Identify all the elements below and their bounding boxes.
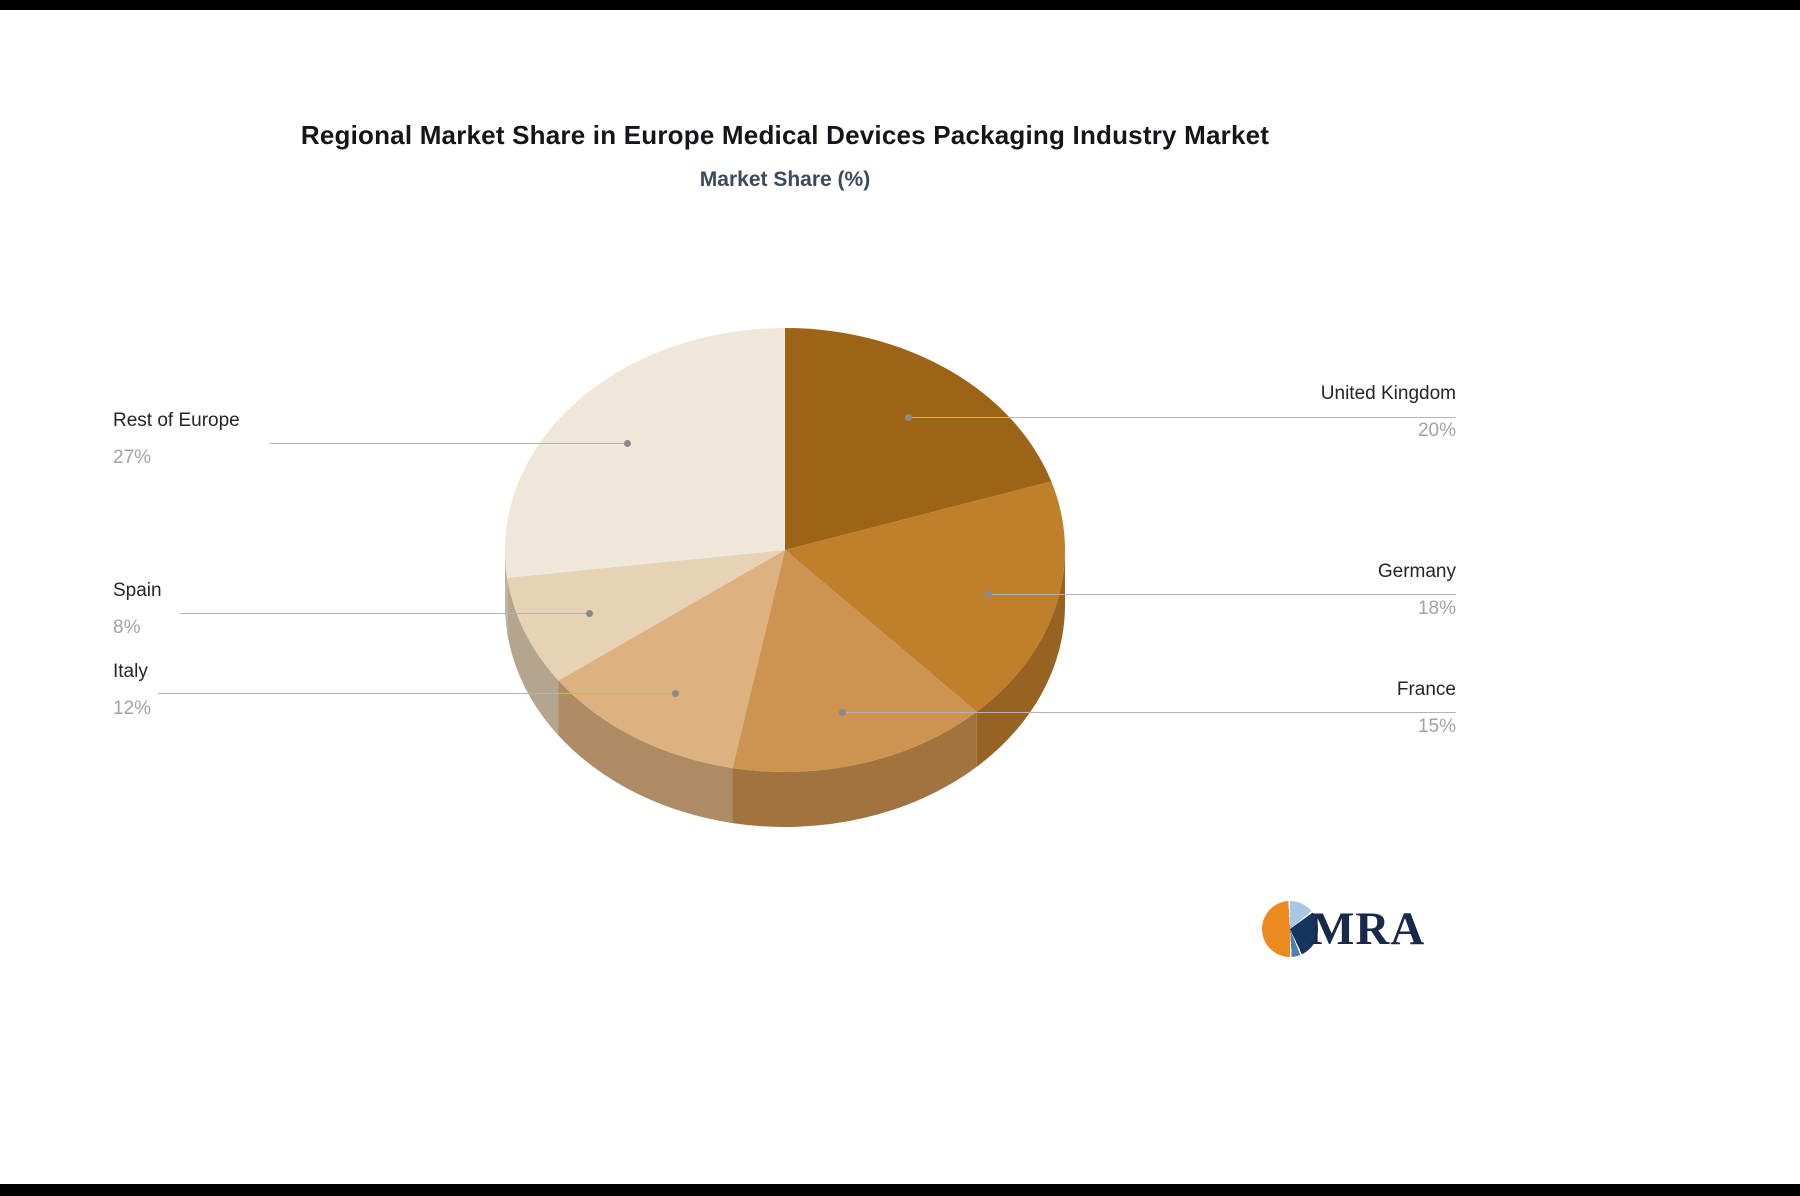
chart-title: Regional Market Share in Europe Medical … xyxy=(300,120,1270,150)
leader-dot xyxy=(624,440,631,447)
bottom-black-bar xyxy=(0,1184,1800,1196)
mra-logo-text: MRA xyxy=(1310,903,1426,955)
slice-percent: 8% xyxy=(113,617,141,638)
chart-subtitle: Market Share (%) xyxy=(699,168,871,191)
slice-percent: 18% xyxy=(1417,598,1456,619)
slice-percent: 15% xyxy=(1417,716,1456,737)
label-united-kingdom: United Kingdom 20% xyxy=(1321,382,1456,443)
leader-line-italy xyxy=(158,690,679,697)
leader-line-france xyxy=(839,709,1456,716)
slice-percent: 27% xyxy=(113,447,152,468)
slice-name: Spain xyxy=(113,580,162,601)
leader-dot xyxy=(839,709,846,716)
slice-name: United Kingdom xyxy=(1320,383,1456,404)
leader-line-spain xyxy=(180,610,593,617)
mra-logo-icon xyxy=(1262,901,1318,957)
slice-percent: 20% xyxy=(1417,420,1456,441)
label-germany: Germany 18% xyxy=(1378,560,1456,621)
slice-name: Rest of Europe xyxy=(113,410,240,431)
label-italy: Italy 12% xyxy=(113,660,151,721)
leader-line-rest-of-europe xyxy=(270,440,631,447)
leader-dot xyxy=(586,610,593,617)
leader-line-united-kingdom xyxy=(905,414,1456,421)
slice-name: Germany xyxy=(1377,561,1456,582)
mra-logo: MRA xyxy=(1262,901,1425,957)
leader-line-germany xyxy=(985,591,1456,598)
slice-name: Italy xyxy=(113,661,148,682)
leader-dot xyxy=(672,690,679,697)
label-spain: Spain 8% xyxy=(113,579,162,640)
slice-name: France xyxy=(1396,679,1456,700)
label-france: France 15% xyxy=(1397,678,1456,739)
leader-dot xyxy=(905,414,912,421)
top-black-bar xyxy=(0,0,1800,10)
leader-dot xyxy=(985,591,992,598)
slice-percent: 12% xyxy=(113,698,152,719)
label-rest-of-europe: Rest of Europe 27% xyxy=(113,409,240,470)
